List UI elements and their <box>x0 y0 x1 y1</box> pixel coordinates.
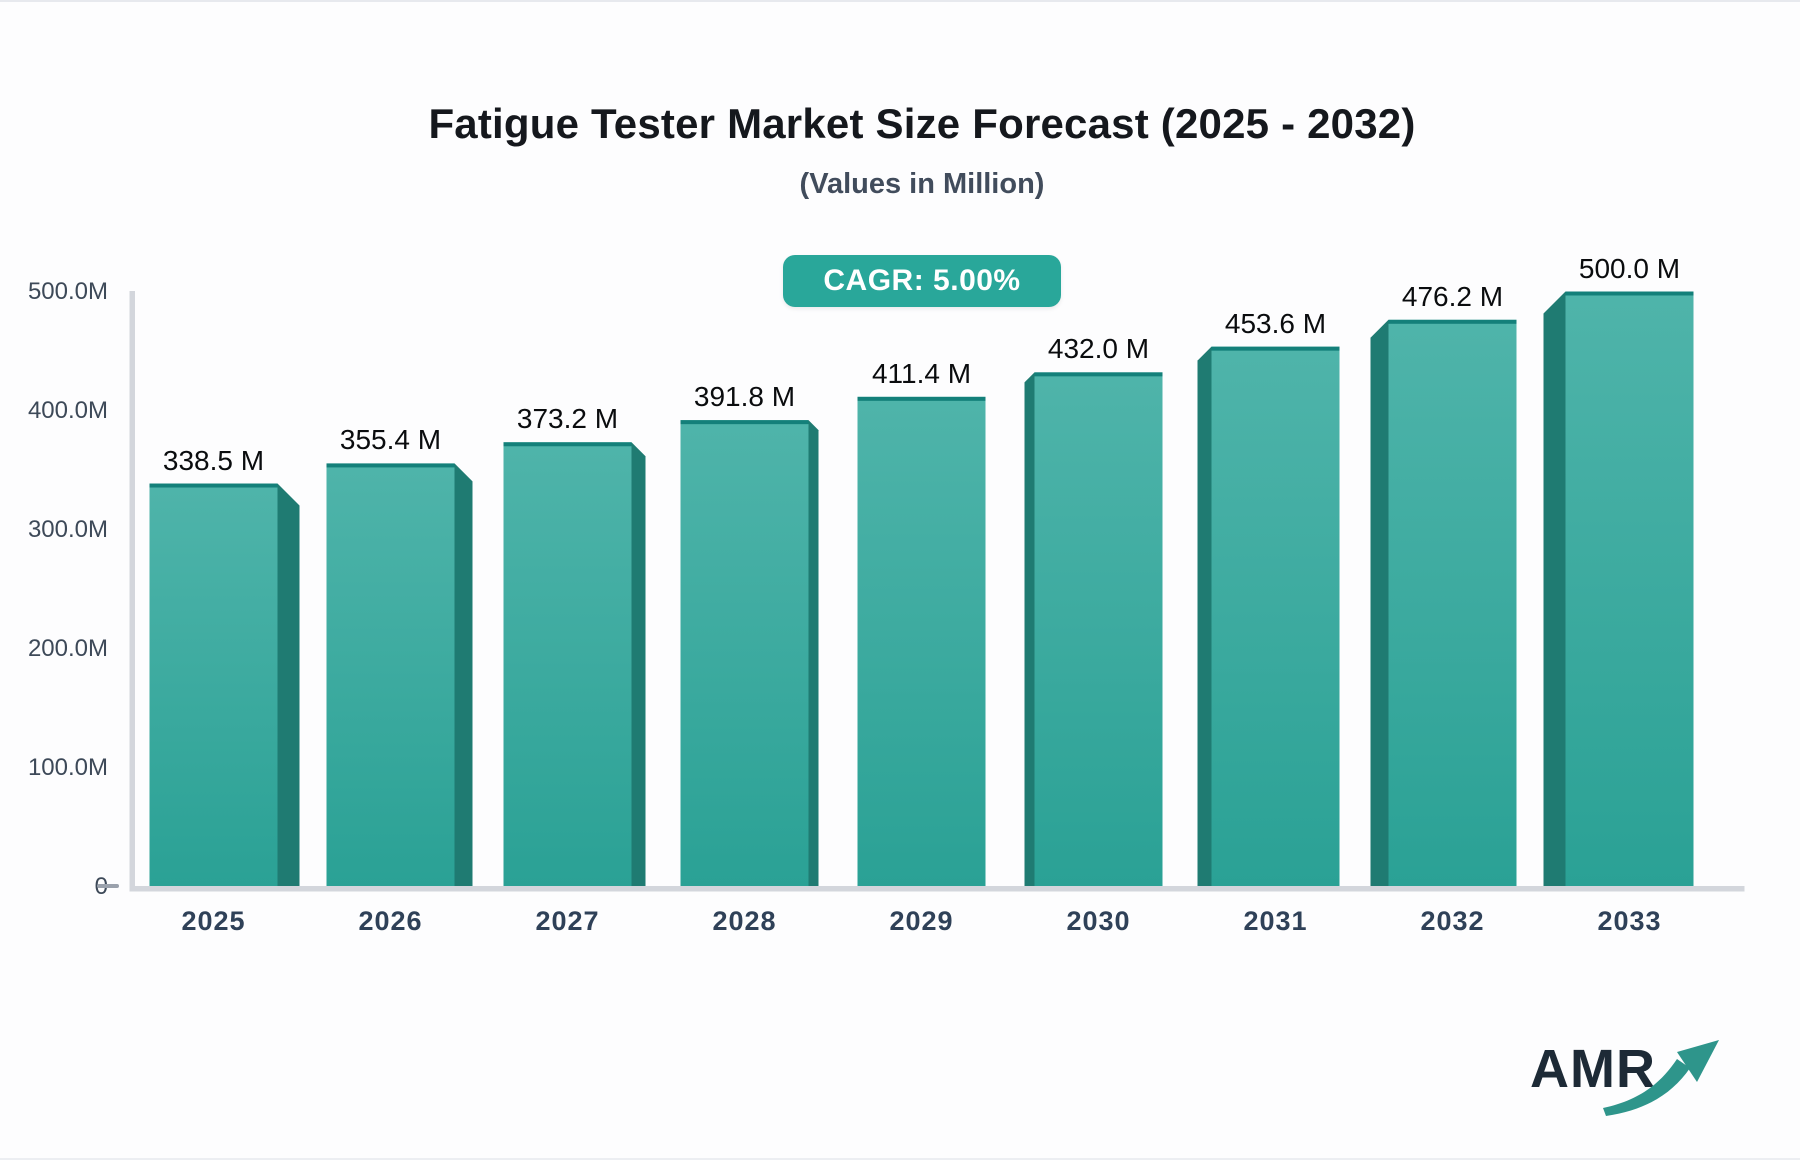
amr-logo: AMR <box>1510 1024 1760 1124</box>
x-axis-tick-label: 2028 <box>712 906 777 936</box>
bar-value-label: 373.2 M <box>516 403 619 435</box>
bar-side-face <box>1543 291 1566 888</box>
zero-tick-dash <box>97 884 119 888</box>
bar-value-label: 338.5 M <box>162 444 265 476</box>
bar-top-edge <box>503 442 632 447</box>
y-axis-tick-label: 200.0M <box>27 634 108 662</box>
growth-arrow-icon <box>1603 1040 1719 1116</box>
x-axis-tick-label: 2030 <box>1066 906 1131 936</box>
y-axis-tick-label: 500.0M <box>27 278 108 305</box>
bar-top-edge <box>326 463 455 468</box>
bar-side-face <box>631 442 646 888</box>
bar-2029 <box>857 396 986 888</box>
bar-side-face <box>808 420 819 888</box>
bar-2025 <box>149 483 300 888</box>
bar-top-edge <box>680 420 809 425</box>
bar-top-edge <box>857 396 986 401</box>
bar-side-face <box>454 463 473 888</box>
bar-value-label: 476.2 M <box>1401 280 1504 312</box>
bar-value-label: 355.4 M <box>339 424 442 456</box>
y-axis-tick-label: 300.0M <box>27 515 108 543</box>
bar-front-face <box>503 442 632 888</box>
bar-side-face <box>1370 319 1389 888</box>
bar-front-face <box>680 420 809 888</box>
amr-logo-text: AMR <box>1530 1039 1656 1099</box>
cagr-badge: CAGR: 5.00% <box>783 255 1061 307</box>
bar-side-face <box>1024 372 1035 888</box>
bar-top-edge <box>1388 319 1517 324</box>
chart-subtitle: (Values in Million) <box>799 168 1045 200</box>
chart-title: Fatigue Tester Market Size Forecast (202… <box>428 100 1416 147</box>
x-axis-tick-label: 2033 <box>1597 906 1662 936</box>
bar-side-face <box>1197 346 1212 889</box>
x-axis-tick-label: 2025 <box>181 906 246 936</box>
bar-2027 <box>503 442 646 888</box>
bar-2026 <box>326 463 473 888</box>
bar-value-label: 432.0 M <box>1047 333 1150 365</box>
bar-2031 <box>1197 346 1340 889</box>
bar-top-edge <box>149 483 278 488</box>
bar-value-label: 391.8 M <box>693 381 796 413</box>
bar-value-label: 500.0 M <box>1578 252 1681 284</box>
bar-value-label: 411.4 M <box>871 357 972 389</box>
bar-front-face <box>1211 346 1340 889</box>
x-axis-tick-label: 2027 <box>535 906 600 936</box>
bar-front-face <box>149 483 278 888</box>
y-axis-tick-label: 100.0M <box>27 753 108 781</box>
bar-2030 <box>1024 372 1163 888</box>
bar-2033 <box>1543 291 1694 888</box>
y-axis-tick-label: 400.0M <box>27 396 108 424</box>
bar-top-edge <box>1034 372 1163 377</box>
y-axis-tick-label: 0 <box>0 872 108 901</box>
bars-group <box>149 291 1694 889</box>
x-axis-tick-label: 2031 <box>1243 906 1308 936</box>
y-axis-line <box>129 291 135 891</box>
bar-front-face <box>326 463 455 888</box>
bar-front-face <box>1565 291 1694 888</box>
x-axis-tick-label: 2029 <box>889 906 954 936</box>
x-axis-tick-label: 2026 <box>358 906 423 936</box>
x-axis-tick-label: 2032 <box>1420 906 1485 936</box>
x-axis-line <box>129 886 1745 892</box>
bar-top-edge <box>1211 346 1340 351</box>
bar-front-face <box>1034 372 1163 888</box>
bar-front-face <box>857 396 986 888</box>
bar-front-face <box>1388 319 1517 888</box>
bar-side-face <box>277 483 300 888</box>
bar-2028 <box>680 420 819 888</box>
bar-2032 <box>1370 319 1517 888</box>
bar-value-label: 453.6 M <box>1224 307 1327 339</box>
bar-top-edge <box>1565 291 1694 296</box>
